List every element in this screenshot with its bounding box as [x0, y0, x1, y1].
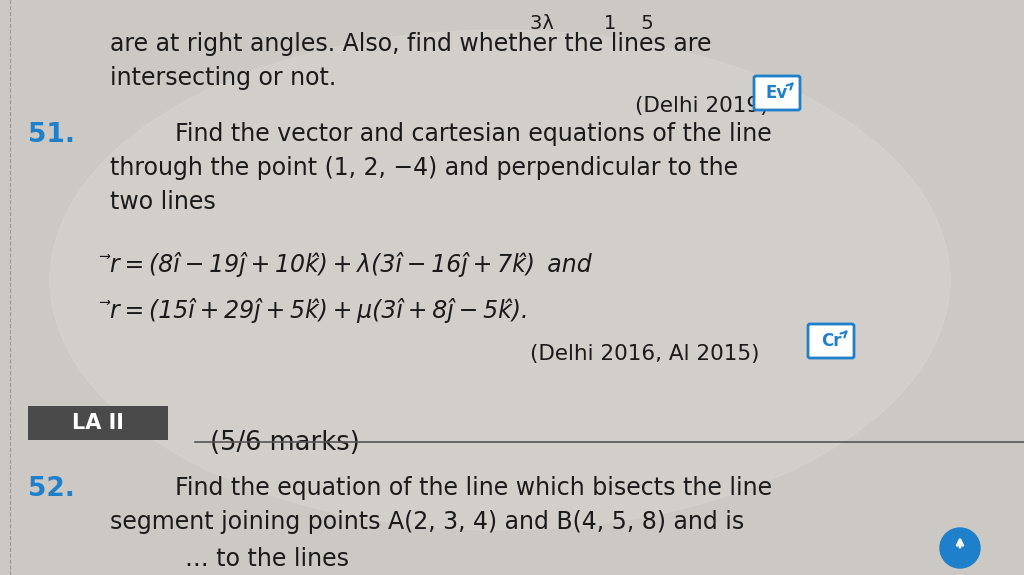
Text: (5/6 marks): (5/6 marks)	[210, 430, 359, 456]
FancyBboxPatch shape	[754, 76, 800, 110]
Text: segment joining points A(2, 3, 4) and B(4, 5, 8) and is: segment joining points A(2, 3, 4) and B(…	[110, 510, 744, 534]
FancyBboxPatch shape	[808, 324, 854, 358]
Text: through the point (1, 2, −4) and perpendicular to the: through the point (1, 2, −4) and perpend…	[110, 156, 738, 180]
Text: 52.: 52.	[28, 476, 75, 502]
Text: ⃗r = (15î + 29ĵ + 5k̂) + μ(3î + 8ĵ − 5k̂).: ⃗r = (15î + 29ĵ + 5k̂) + μ(3î + 8ĵ − 5k̂…	[110, 298, 528, 323]
Text: (Delhi 2016, Al 2015): (Delhi 2016, Al 2015)	[530, 344, 760, 364]
Text: Cr: Cr	[821, 332, 842, 350]
Text: are at right angles. Also, find whether the lines are: are at right angles. Also, find whether …	[110, 32, 712, 56]
Text: 51.: 51.	[28, 122, 75, 148]
Circle shape	[940, 528, 980, 568]
Text: 3λ        1    5: 3λ 1 5	[530, 14, 653, 33]
Text: two lines: two lines	[110, 190, 216, 214]
Bar	[28, 406, 168, 440]
Text: ⃗r = (8î − 19ĵ + 10k̂) + λ(3î − 16ĵ + 7k̂)  and: ⃗r = (8î − 19ĵ + 10k̂) + λ(3î − 16ĵ + 7k…	[110, 252, 592, 277]
Text: … to the lines: … to the lines	[110, 547, 349, 571]
Text: Ev: Ev	[766, 84, 788, 102]
Text: intersecting or not.: intersecting or not.	[110, 66, 336, 90]
Text: (Delhi 2019): (Delhi 2019)	[635, 96, 768, 116]
Text: Find the equation of the line which bisects the line: Find the equation of the line which bise…	[175, 476, 772, 500]
Text: LA II: LA II	[72, 413, 124, 433]
Ellipse shape	[50, 30, 950, 530]
Text: Find the vector and cartesian equations of the line: Find the vector and cartesian equations …	[175, 122, 772, 146]
